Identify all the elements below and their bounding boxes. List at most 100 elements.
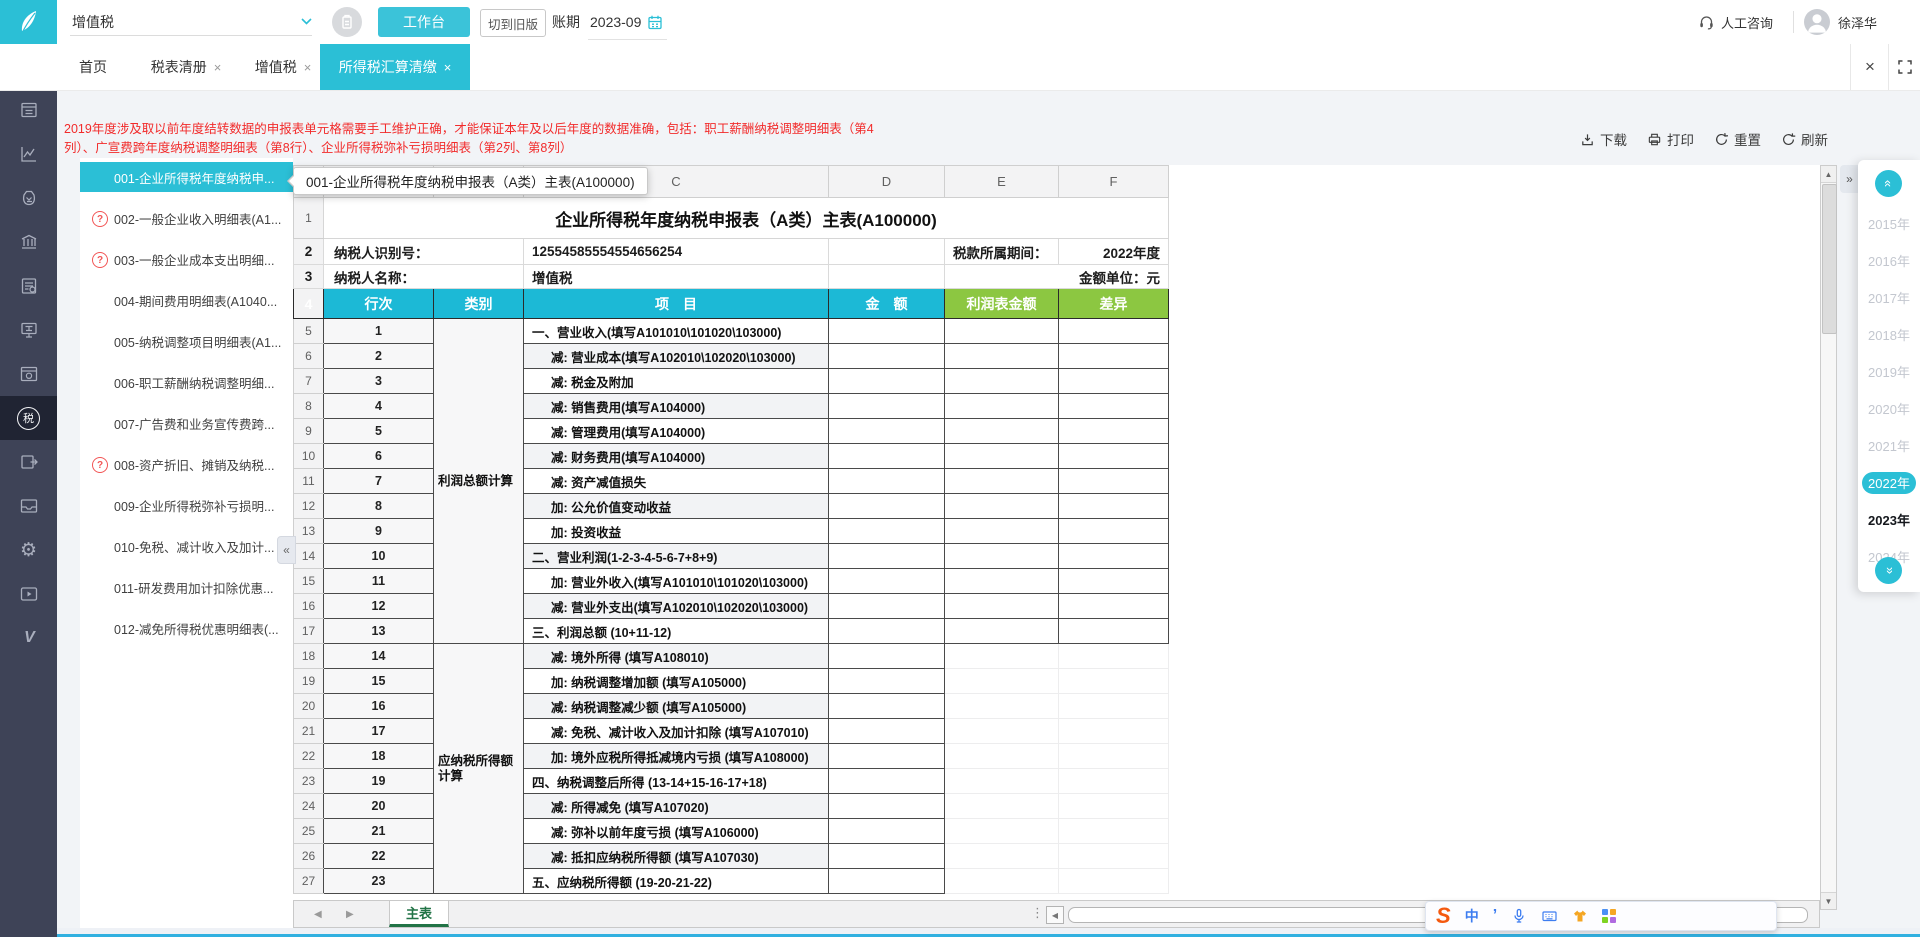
form-list-item[interactable]: 004-期间费用明细表(A1040... <box>80 285 293 315</box>
profit-cell[interactable] <box>944 618 1059 644</box>
line-number-cell[interactable]: 21 <box>323 818 434 844</box>
period-picker[interactable]: 2023-09 <box>588 4 668 40</box>
row-number-cell[interactable]: 4 <box>293 288 324 319</box>
diff-cell[interactable] <box>1058 443 1169 469</box>
tab-income-tax-settlement[interactable]: 所得税汇算清缴 × <box>320 44 470 90</box>
item-cell[interactable]: 减: 管理费用(填写A104000) <box>523 418 829 444</box>
user-avatar[interactable] <box>1804 9 1830 35</box>
nav-tax[interactable]: 税 <box>0 396 57 440</box>
collapse-panel-handle[interactable]: « <box>277 536 296 564</box>
row-number-cell[interactable]: 22 <box>293 743 324 769</box>
row-number-cell[interactable]: 19 <box>293 668 324 694</box>
tab-vat[interactable]: 增值税 × <box>246 44 320 90</box>
keyboard-icon[interactable] <box>1541 908 1558 924</box>
sheet-next-button[interactable]: ▶ <box>346 901 354 927</box>
row-number-cell[interactable]: 17 <box>293 618 324 644</box>
row-number-cell[interactable]: 15 <box>293 568 324 594</box>
header-profit-amount[interactable]: 利润表金额 <box>944 288 1059 319</box>
amount-cell[interactable] <box>828 468 945 494</box>
row-number-cell[interactable]: 1 <box>293 197 324 239</box>
row-number-cell[interactable]: 11 <box>293 468 324 494</box>
reset-button[interactable]: 重置 <box>1714 129 1761 149</box>
support-link[interactable]: 人工咨询 <box>1698 0 1773 44</box>
item-cell[interactable]: 减: 销售费用(填写A104000) <box>523 393 829 419</box>
sogou-logo-icon[interactable]: S <box>1436 903 1451 928</box>
nav-funds[interactable] <box>0 176 57 220</box>
profit-cell[interactable] <box>944 568 1059 594</box>
close-panel-button[interactable]: × <box>1850 44 1889 90</box>
amount-cell[interactable] <box>828 343 945 369</box>
category-cell[interactable]: 利润总额计算 <box>433 318 524 644</box>
line-number-cell[interactable]: 19 <box>323 768 434 794</box>
amount-cell[interactable] <box>828 868 945 894</box>
diff-cell[interactable] <box>1058 318 1169 344</box>
profit-cell[interactable] <box>944 818 1059 844</box>
vscroll-down-button[interactable]: ▼ <box>1821 892 1836 909</box>
category-cell[interactable]: 应纳税所得额计算 <box>433 643 524 894</box>
amount-cell[interactable] <box>828 643 945 669</box>
line-number-cell[interactable]: 10 <box>323 543 434 569</box>
item-cell[interactable]: 减: 财务费用(填写A104000) <box>523 443 829 469</box>
diff-cell[interactable] <box>1058 468 1169 494</box>
row-number-cell[interactable]: 10 <box>293 443 324 469</box>
switch-old-version-button[interactable]: 切到旧版 <box>480 9 546 37</box>
splitter-dots-icon[interactable]: ⋮ <box>1031 905 1044 920</box>
diff-cell[interactable] <box>1058 393 1169 419</box>
row-number-cell[interactable]: 7 <box>293 368 324 394</box>
profit-cell[interactable] <box>944 518 1059 544</box>
diff-cell[interactable] <box>1058 693 1169 719</box>
download-button[interactable]: 下载 <box>1580 129 1627 149</box>
year-item[interactable]: 2016年 <box>1868 254 1910 269</box>
row-number-cell[interactable]: 16 <box>293 593 324 619</box>
nav-online-banking[interactable] <box>0 352 57 396</box>
amount-cell[interactable] <box>828 568 945 594</box>
sheet-prev-button[interactable]: ◀ <box>314 901 322 927</box>
line-number-cell[interactable]: 16 <box>323 693 434 719</box>
year-item[interactable]: 2019年 <box>1868 365 1910 380</box>
tax-period-label[interactable]: 税款所属期间： <box>944 238 1059 265</box>
profit-cell[interactable] <box>944 593 1059 619</box>
profit-cell[interactable] <box>944 768 1059 794</box>
diff-cell[interactable] <box>1058 793 1169 819</box>
line-number-cell[interactable]: 22 <box>323 843 434 869</box>
tab-close-icon[interactable]: × <box>303 59 312 75</box>
profit-cell[interactable] <box>944 318 1059 344</box>
item-cell[interactable]: 减: 营业成本(填写A102010\102020\103000) <box>523 343 829 369</box>
profit-cell[interactable] <box>944 418 1059 444</box>
line-number-cell[interactable]: 1 <box>323 318 434 344</box>
item-cell[interactable]: 加: 营业外收入(填写A101010\101020\103000) <box>523 568 829 594</box>
form-list-item[interactable]: ? 008-资产折旧、摊销及纳税... <box>80 449 293 479</box>
year-item[interactable]: 2020年 <box>1868 402 1910 417</box>
amount-cell[interactable] <box>828 668 945 694</box>
row-number-cell[interactable]: 25 <box>293 818 324 844</box>
unit-label[interactable]: 金额单位：元 <box>944 264 1169 289</box>
item-cell[interactable]: 加: 境外应税所得抵减境内亏损 (填写A108000) <box>523 743 829 769</box>
line-number-cell[interactable]: 15 <box>323 668 434 694</box>
form-list-item[interactable]: 006-职工薪酬纳税调整明细... <box>80 367 293 397</box>
spreadsheet-canvas[interactable]: C D E F 1 企业所得税年度纳税申报表（A类）主表(A100000) 2 … <box>293 165 1820 900</box>
row-number-cell[interactable]: 3 <box>293 264 324 289</box>
diff-cell[interactable] <box>1058 743 1169 769</box>
scroll-years-down-button[interactable]: « <box>1875 557 1902 584</box>
row-number-cell[interactable]: 5 <box>293 318 324 344</box>
nav-settings[interactable]: ⚙ <box>0 528 57 572</box>
form-list-item[interactable]: 007-广告费和业务宣传费跨... <box>80 408 293 438</box>
expand-panel-handle[interactable]: » <box>1840 165 1859 193</box>
diff-cell[interactable] <box>1058 593 1169 619</box>
form-list-item[interactable]: 011-研发费用加计扣除优惠... <box>80 572 293 602</box>
nav-videos[interactable] <box>0 572 57 616</box>
item-cell[interactable]: 减: 纳税调整减少额 (填写A105000) <box>523 693 829 719</box>
item-cell[interactable]: 减: 抵扣应纳税所得额 (填写A107030) <box>523 843 829 869</box>
vertical-scrollbar[interactable]: ▲ ▼ <box>1820 165 1837 910</box>
amount-cell[interactable] <box>828 368 945 394</box>
row-number-cell[interactable]: 27 <box>293 868 324 894</box>
row-number-cell[interactable]: 14 <box>293 543 324 569</box>
line-number-cell[interactable]: 20 <box>323 793 434 819</box>
skin-shirt-icon[interactable] <box>1572 908 1588 924</box>
form-title[interactable]: 企业所得税年度纳税申报表（A类）主表(A100000) <box>323 197 1169 239</box>
profit-cell[interactable] <box>944 668 1059 694</box>
amount-cell[interactable] <box>828 743 945 769</box>
row-number-cell[interactable]: 8 <box>293 393 324 419</box>
profit-cell[interactable] <box>944 493 1059 519</box>
item-cell[interactable]: 减: 境外所得 (填写A108010) <box>523 643 829 669</box>
